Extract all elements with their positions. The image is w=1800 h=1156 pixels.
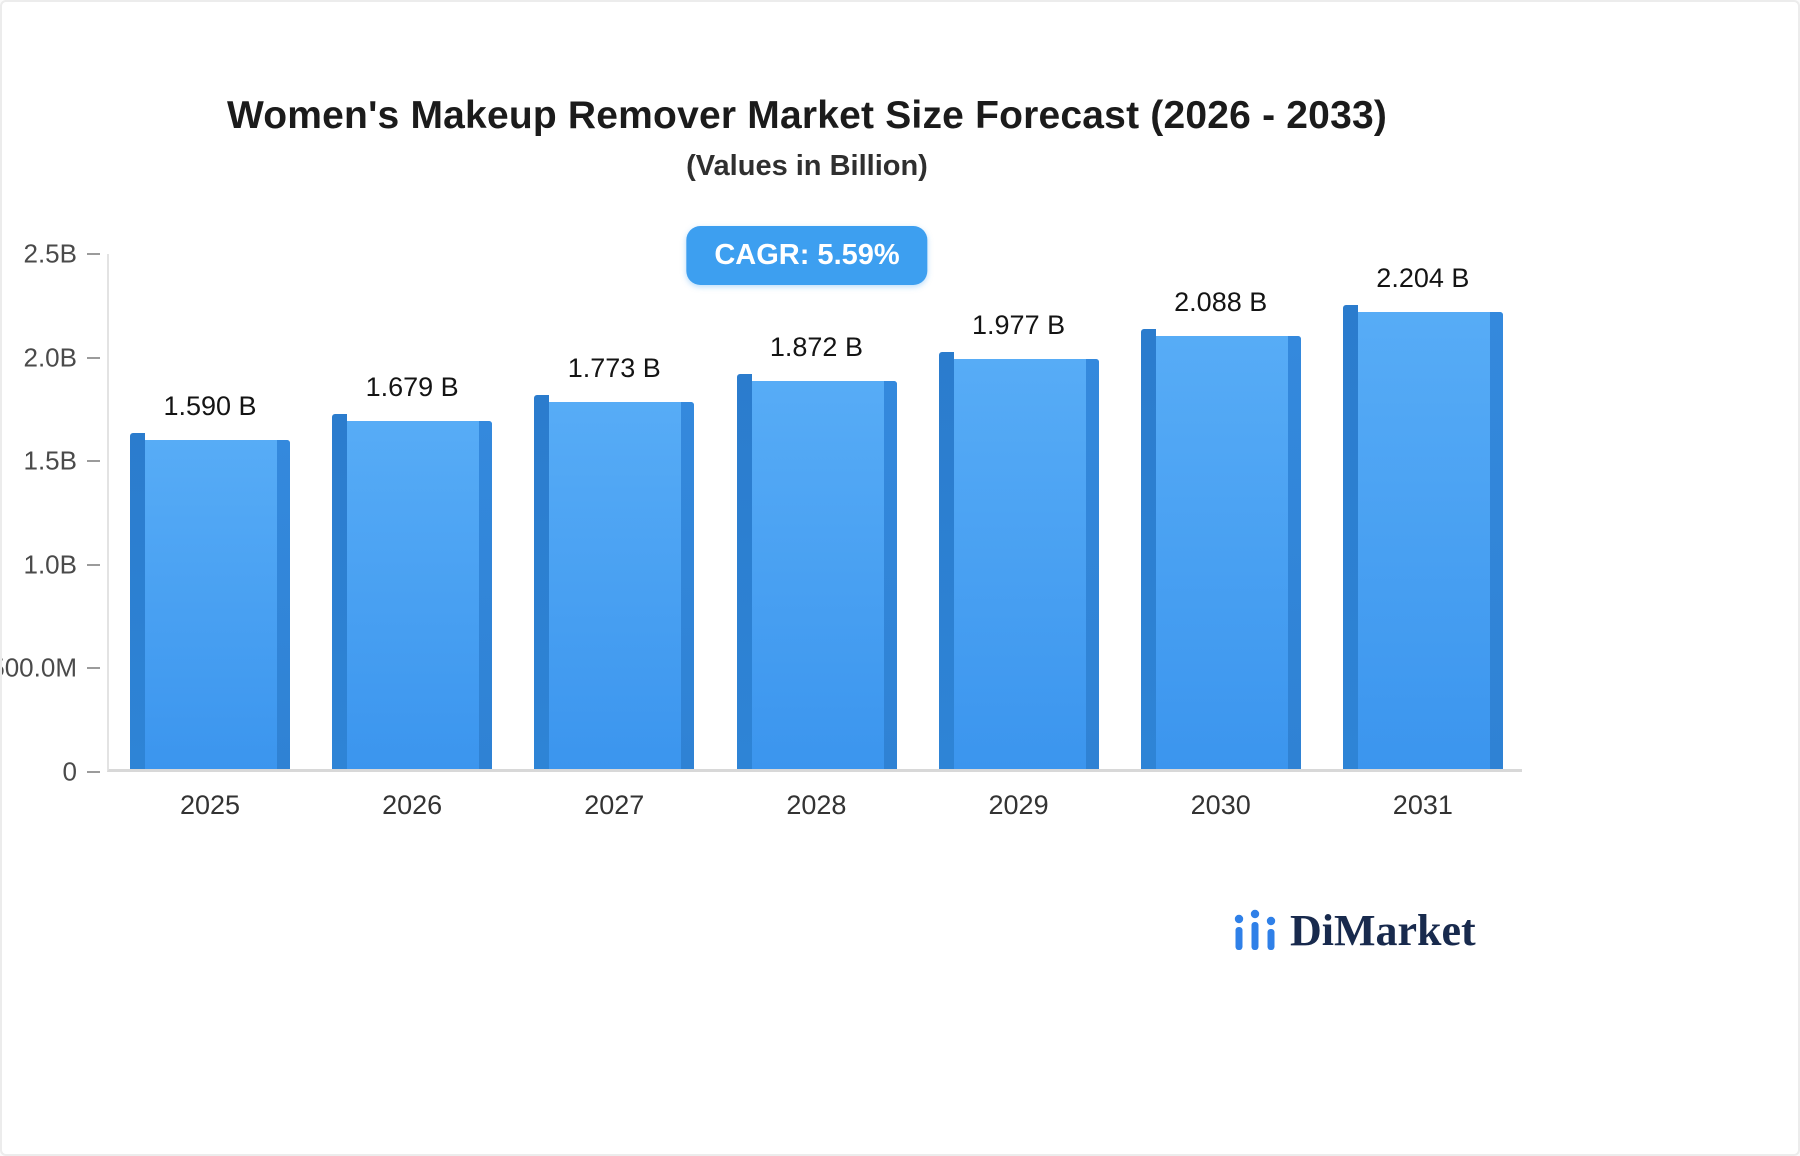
y-axis-tick-label: 2.0B bbox=[23, 342, 78, 373]
y-axis-tick-label: 500.0M bbox=[2, 652, 77, 683]
bar-side-shading bbox=[130, 432, 146, 769]
cagr-badge: CAGR: 5.59% bbox=[686, 226, 928, 285]
bar-side-shading bbox=[332, 414, 348, 769]
bar-side-shading bbox=[883, 381, 897, 769]
bar-side-shading bbox=[1287, 336, 1301, 769]
bar-value-label: 1.977 B bbox=[972, 310, 1066, 341]
dimarket-logo-text: DiMarket bbox=[1290, 906, 1476, 955]
bar-side-shading bbox=[277, 439, 291, 769]
y-axis-tick-mark bbox=[87, 563, 100, 566]
bar-2028[interactable] bbox=[736, 374, 897, 769]
x-axis-tick-label: 2026 bbox=[382, 790, 443, 820]
x-axis-tick-label: 2030 bbox=[1190, 790, 1251, 820]
y-axis-tick-mark bbox=[87, 460, 100, 463]
bar-side-shading bbox=[681, 401, 695, 769]
bar-side-shading bbox=[736, 374, 752, 769]
dimarket-logo-icon bbox=[1234, 909, 1276, 950]
chart-title: Women's Makeup Remover Market Size Forec… bbox=[226, 94, 1388, 137]
bar-2025[interactable] bbox=[130, 432, 291, 769]
bar-side-shading bbox=[1342, 305, 1358, 769]
x-axis-tick-label: 2031 bbox=[1392, 790, 1453, 820]
y-axis-tick-label: 1.0B bbox=[23, 549, 78, 580]
y-axis-tick-label: 0 bbox=[62, 756, 77, 787]
x-axis-tick-label: 2029 bbox=[988, 790, 1049, 820]
y-axis-tick-mark bbox=[87, 356, 100, 359]
bar-side-shading bbox=[938, 352, 954, 769]
bar-side-shading bbox=[1085, 359, 1099, 769]
chart-subtitle: (Values in Billion) bbox=[686, 150, 928, 182]
bar-side-shading bbox=[534, 394, 550, 769]
bar-value-label: 1.679 B bbox=[365, 372, 459, 403]
bar-side-shading bbox=[1140, 329, 1156, 769]
bar-2030[interactable] bbox=[1140, 329, 1301, 769]
bar-value-label: 1.773 B bbox=[567, 352, 661, 383]
bar-side-shading bbox=[1489, 312, 1503, 769]
bar-2027[interactable] bbox=[534, 394, 695, 769]
y-axis-tick-mark bbox=[87, 253, 100, 255]
y-axis-tick-mark bbox=[87, 667, 100, 670]
dimarket-logo: DiMarket bbox=[1230, 905, 1476, 956]
bar-value-label: 2.088 B bbox=[1174, 287, 1268, 318]
bar-value-label: 1.872 B bbox=[769, 332, 863, 363]
bar-value-label: 2.204 B bbox=[1376, 263, 1470, 294]
x-axis-tick-label: 2027 bbox=[584, 790, 645, 820]
x-axis-tick-label: 2025 bbox=[179, 790, 241, 820]
y-axis-tick-mark bbox=[87, 771, 100, 773]
bar-2029[interactable] bbox=[938, 352, 1099, 769]
bar-chart-plot-area: 2.5B 2.0B 1.5B 1.0B 500.0M 0 1.590 B 2025 1.679 … bbox=[2, 239, 1522, 820]
bar-side-shading bbox=[479, 421, 493, 769]
bar-2031[interactable] bbox=[1342, 305, 1503, 769]
y-axis-tick-label: 1.5B bbox=[23, 445, 78, 476]
bar-2026[interactable] bbox=[332, 414, 493, 769]
x-axis-tick-label: 2028 bbox=[786, 790, 847, 820]
bar-value-label: 1.590 B bbox=[163, 390, 257, 421]
y-axis-tick-label: 2.5B bbox=[23, 238, 78, 269]
